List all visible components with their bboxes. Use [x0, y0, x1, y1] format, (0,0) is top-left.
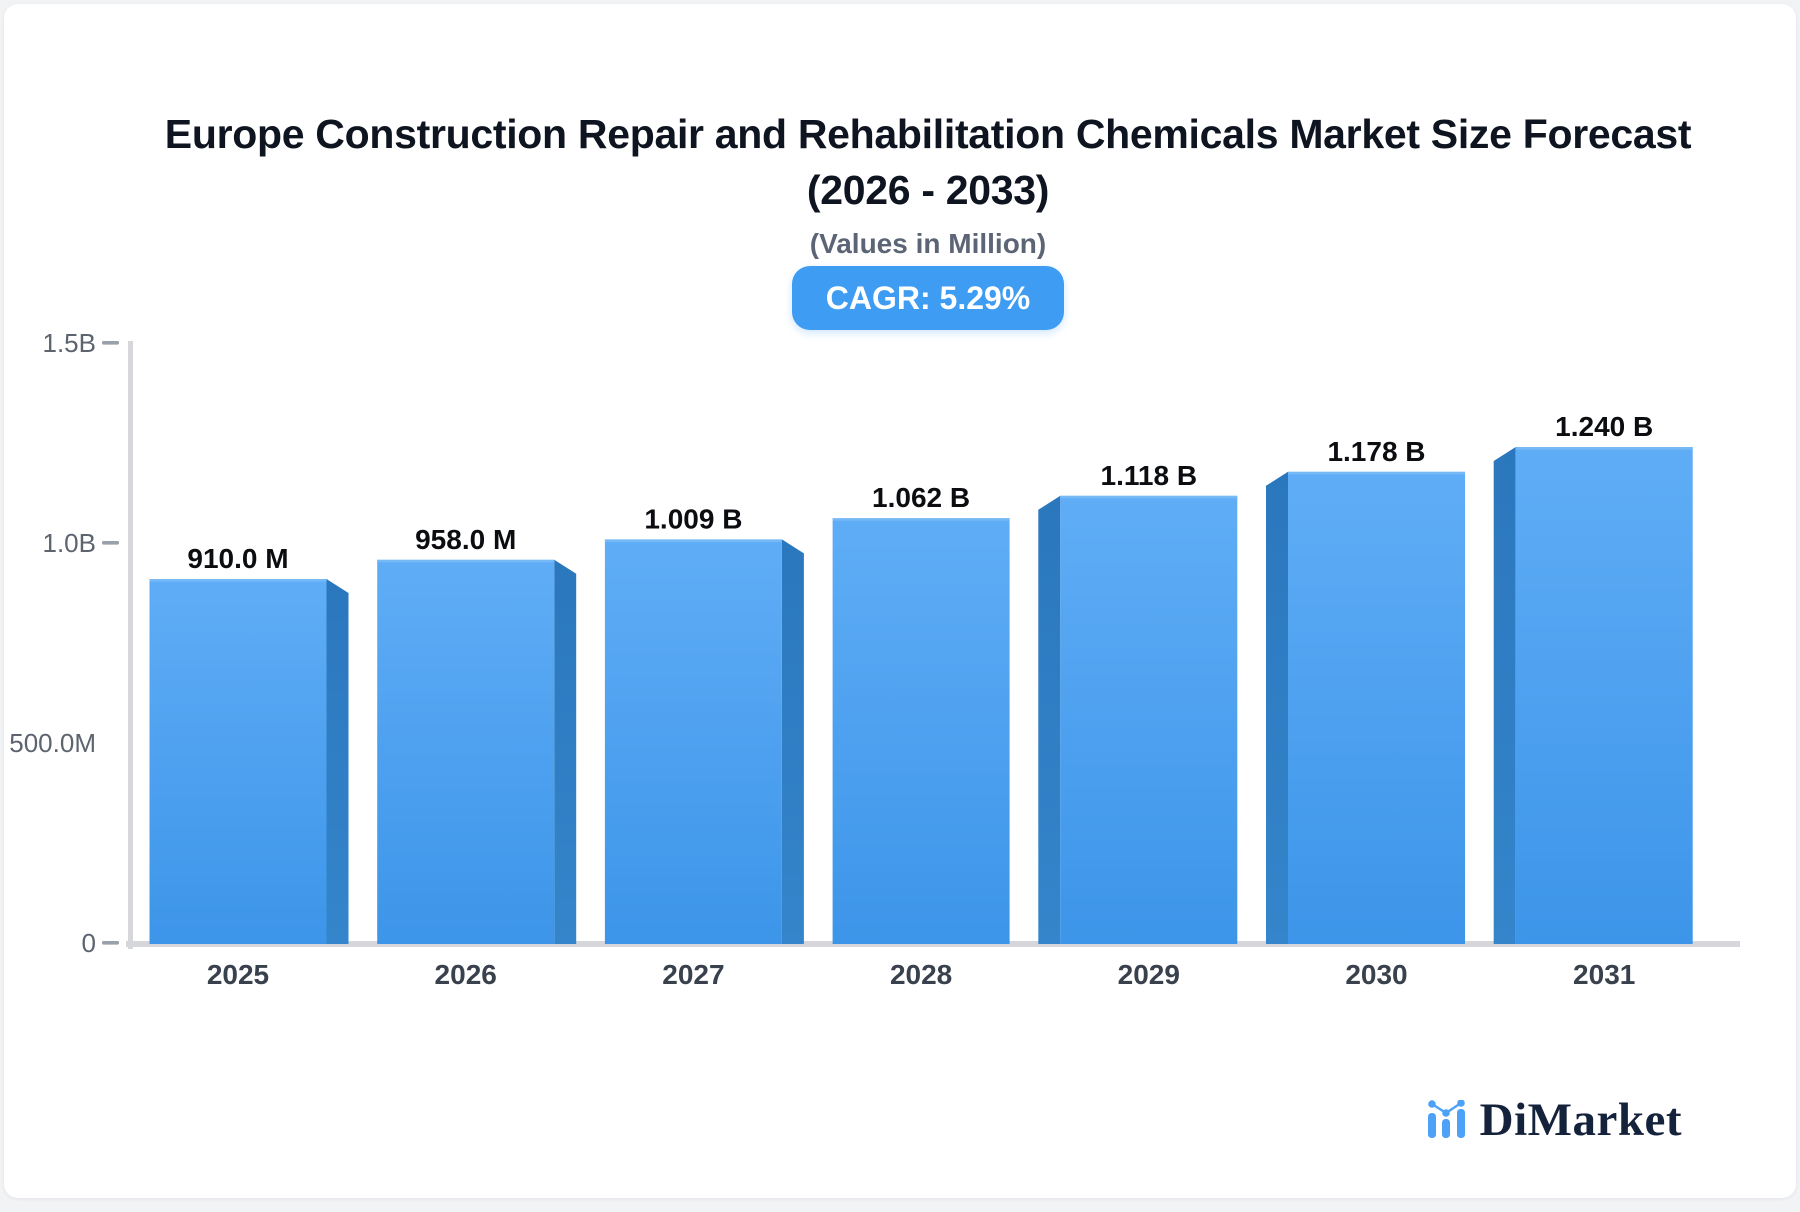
bar-side-face: [1493, 447, 1516, 944]
chart-title: Europe Construction Repair and Rehabilit…: [28, 0, 1800, 218]
bar-2027[interactable]: 1.009 B 2027: [604, 503, 804, 990]
x-tick-label-2026: 2026: [435, 959, 497, 990]
y-tick-dash: [102, 341, 119, 345]
value-label-2026: 958.0 M: [415, 524, 516, 555]
bar-2030[interactable]: 1.178 B 2030: [1266, 436, 1465, 990]
bar-side-face: [1038, 495, 1061, 944]
bar-top-edge: [377, 559, 555, 563]
value-label-2027: 1.009 B: [644, 503, 742, 534]
bar-front-face: [1288, 471, 1465, 944]
bar-2025[interactable]: 910.0 M 2025: [149, 543, 349, 990]
x-tick-label-2028: 2028: [890, 959, 952, 990]
chart-subtitle: (Values in Million): [809, 228, 1047, 259]
value-label-2025: 910.0 M: [187, 543, 288, 574]
y-tick-label-500.0M: 500.0M: [9, 728, 96, 758]
y-tick-dash: [102, 541, 119, 545]
bar-side-face: [554, 559, 577, 944]
chart-header: Europe Construction Repair and Rehabilit…: [28, 0, 1800, 330]
bar-top-edge: [1515, 447, 1693, 450]
bar-side-face: [1266, 471, 1288, 944]
x-tick-label-2025: 2025: [207, 959, 269, 990]
value-label-2029: 1.118 B: [1101, 460, 1198, 491]
chart-title-line1: Europe Construction Repair and Rehabilit…: [164, 111, 1692, 157]
bar-front-face: [1060, 495, 1238, 944]
cagr-badge: CAGR: 5.29%: [791, 266, 1065, 330]
bar-2026[interactable]: 958.0 M 2026: [377, 524, 577, 990]
bar-2028[interactable]: 1.062 B 2028: [832, 482, 1010, 990]
x-tick-label-2030: 2030: [1345, 959, 1407, 990]
bar-front-face: [1515, 447, 1693, 944]
bar-front-face: [604, 539, 782, 944]
bar-side-face: [326, 579, 349, 944]
x-tick-label-2027: 2027: [662, 959, 724, 990]
value-label-2030: 1.178 B: [1327, 436, 1425, 467]
y-axis-line: [128, 341, 133, 949]
x-tick-label-2029: 2029: [1118, 959, 1180, 990]
bar-side-face: [781, 539, 804, 944]
dimarket-logo[interactable]: DiMarket: [1427, 1096, 1682, 1144]
bar-2029[interactable]: 1.118 B 2029: [1038, 460, 1238, 990]
bar-top-edge: [1060, 495, 1238, 499]
y-tick-label-1.0B: 1.0B: [43, 528, 97, 558]
bar-top-edge: [149, 579, 327, 582]
value-label-2028: 1.062 B: [872, 482, 970, 513]
bar-front-face: [149, 579, 327, 944]
y-tick-label-0: 0: [82, 928, 96, 958]
x-tick-label-2031: 2031: [1573, 959, 1635, 990]
bar-2031[interactable]: 1.240 B 2031: [1493, 411, 1693, 990]
bar-top-edge: [604, 539, 782, 542]
bar-top-edge: [832, 518, 1010, 521]
value-label-2031: 1.240 B: [1555, 411, 1653, 442]
bar-top-edge: [1288, 471, 1465, 475]
chart-title-line2: (2026 - 2033): [806, 167, 1050, 213]
logo-text: DiMarket: [1479, 1094, 1682, 1146]
y-tick-label-1.5B: 1.5B: [43, 328, 97, 358]
bar-front-face: [832, 518, 1010, 944]
bar-chart-logo-icon: [1427, 1100, 1465, 1138]
y-tick-dash: [102, 941, 119, 945]
bar-front-face: [377, 559, 555, 944]
